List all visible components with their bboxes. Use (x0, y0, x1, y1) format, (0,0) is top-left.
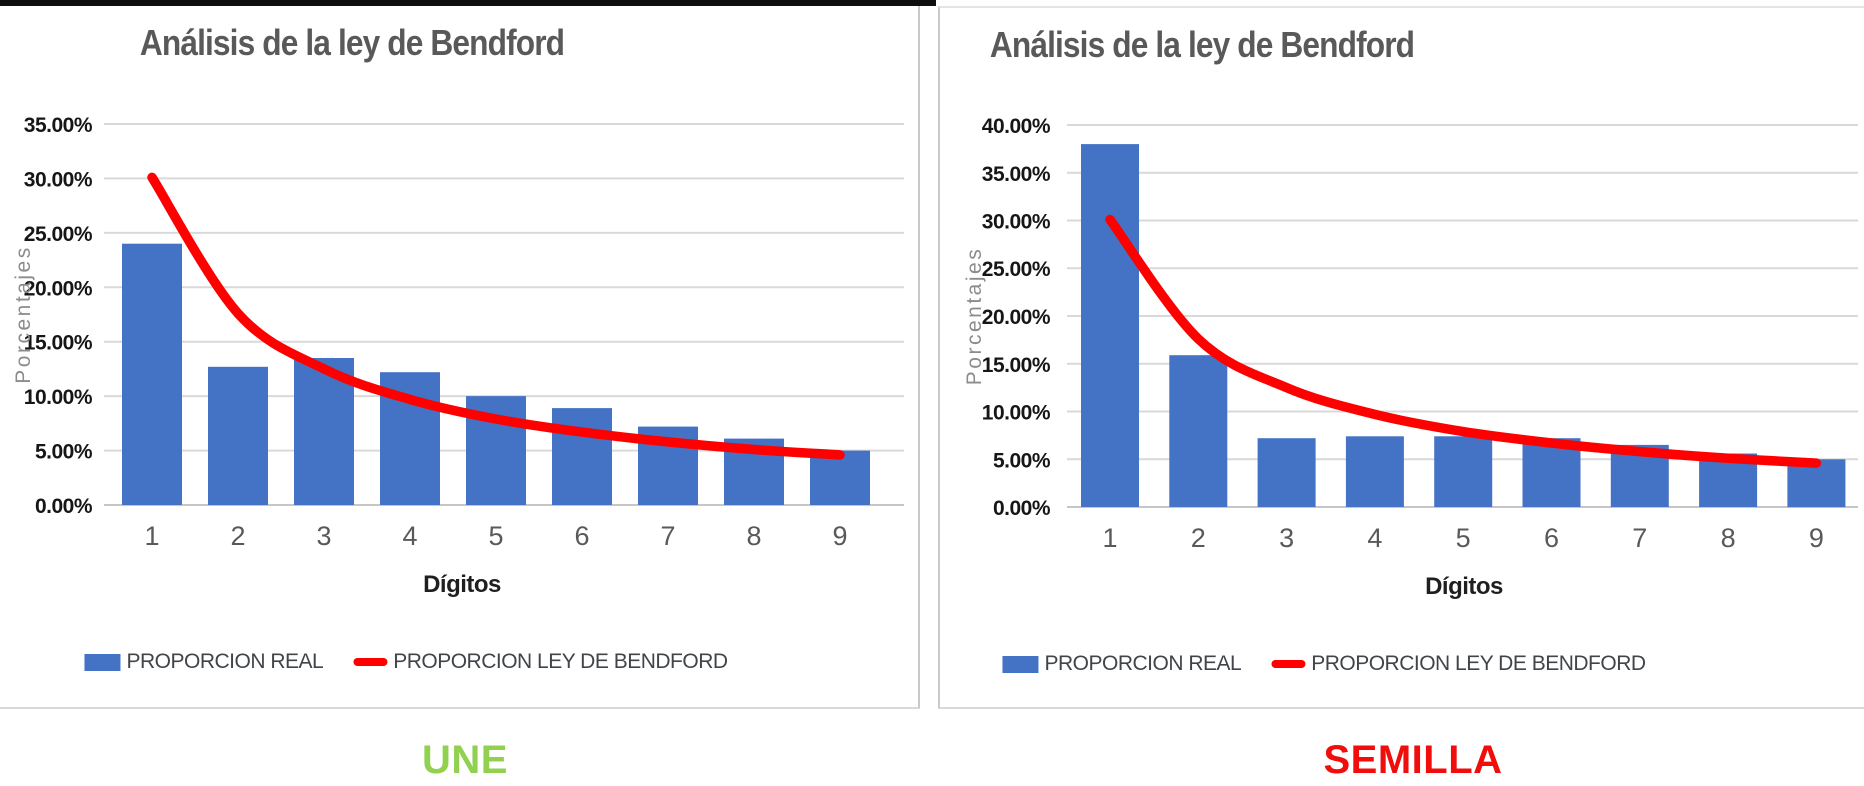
x-tick-label: 7 (1632, 523, 1647, 553)
legend-label: PROPORCION REAL (126, 650, 324, 673)
x-tick-label: 8 (746, 521, 761, 551)
chart-title: Análisis de la ley de Bendford (139, 22, 565, 63)
legend-item-proporcion-real: PROPORCION REAL (84, 650, 324, 674)
caption-semilla: SEMILLA (1323, 738, 1503, 782)
benford-chart-semilla: 0.00% 5.00% 10.00% 15.00% 20.00% 25.00% 30.00%… (963, 115, 1858, 600)
x-tick-label: 9 (1809, 523, 1824, 553)
legend: PROPORCION REAL PROPORCION LEY DE BENDFO… (84, 650, 728, 674)
x-tick-label: 4 (1367, 523, 1382, 553)
y-tick-label: 10.00% (982, 402, 1051, 425)
y-tick-label: 15.00% (982, 354, 1051, 377)
y-tick-label: 25.00% (982, 258, 1051, 281)
y-tick-label: 15.00% (24, 332, 93, 355)
bar-proporcion-real (122, 243, 182, 505)
legend: PROPORCION REAL PROPORCION LEY DE BENDFO… (1002, 652, 1646, 676)
legend-label: PROPORCION LEY DE BENDFORD (1311, 652, 1646, 675)
bar-proporcion-real (1434, 436, 1493, 507)
legend-label: PROPORCION LEY DE BENDFORD (393, 650, 728, 673)
bar-proporcion-real (810, 450, 870, 505)
x-tick-label: 4 (402, 521, 417, 551)
y-tick-label: 20.00% (982, 306, 1051, 329)
benford-chart-une: 0.00% 5.00% 10.00% 15.00% 20.00% 25.00% 30.00%… (12, 114, 904, 598)
y-tick-label: 40.00% (982, 115, 1051, 138)
x-tick-label: 3 (316, 521, 331, 551)
x-axis-title: Dígitos (1425, 573, 1503, 600)
line-swatch-icon (353, 658, 388, 666)
y-tick-label: 20.00% (24, 277, 93, 300)
bar-proporcion-real (1345, 436, 1404, 507)
y-tick-label: 30.00% (24, 168, 93, 191)
legend-item-ley-de-bendford: PROPORCION LEY DE BENDFORD (353, 650, 728, 674)
y-tick-label: 0.00% (993, 497, 1051, 520)
x-tick-label: 5 (1456, 523, 1471, 553)
y-tick-label: 35.00% (24, 114, 93, 137)
x-tick-label: 5 (488, 521, 503, 551)
x-tick-label: 9 (832, 521, 847, 551)
y-tick-label: 0.00% (35, 495, 93, 518)
x-tick-label: 2 (230, 521, 245, 551)
x-axis-title: Dígitos (423, 571, 501, 598)
x-tick-label: 2 (1191, 523, 1206, 553)
x-tick-label: 1 (144, 521, 159, 551)
x-tick-label: 3 (1279, 523, 1294, 553)
y-tick-label: 5.00% (35, 441, 93, 464)
x-tick-label: 8 (1721, 523, 1736, 553)
line-swatch-icon (1271, 660, 1306, 668)
bar-proporcion-real (1081, 144, 1139, 507)
x-tick-label: 7 (660, 521, 675, 551)
x-tick-label: 6 (574, 521, 589, 551)
top-strip (0, 0, 936, 6)
y-axis-title: Porcentajes (963, 247, 986, 385)
bar-swatch-icon (84, 653, 121, 671)
y-tick-label: 35.00% (982, 163, 1051, 186)
y-tick-label: 30.00% (982, 211, 1051, 234)
chart-panel-semilla: Análisis de la ley de Bendford 0.00% 5.00… (938, 6, 1864, 709)
bar-proporcion-real (552, 408, 612, 505)
x-tick-label: 1 (1102, 523, 1117, 553)
y-axis-title: Porcentajes (12, 245, 35, 383)
legend-item-ley-de-bendford: PROPORCION LEY DE BENDFORD (1271, 652, 1646, 676)
chart-title: Análisis de la ley de Bendford (989, 24, 1415, 65)
legend-label: PROPORCION REAL (1044, 652, 1242, 675)
bar-proporcion-real (208, 366, 268, 505)
bar-swatch-icon (1002, 655, 1039, 673)
y-tick-label: 5.00% (993, 449, 1051, 472)
bar-proporcion-real (1169, 355, 1228, 507)
chart-panel-une: Análisis de la ley de Bendford 0.00% 5.00… (0, 6, 920, 709)
benford-line (147, 172, 845, 460)
benford-line (1105, 214, 1822, 468)
legend-item-proporcion-real: PROPORCION REAL (1002, 652, 1242, 676)
y-tick-label: 10.00% (24, 386, 93, 409)
bar-proporcion-real (1257, 438, 1316, 507)
caption-une: UNE (422, 738, 508, 782)
x-tick-label: 6 (1544, 523, 1559, 553)
y-tick-label: 25.00% (24, 223, 93, 246)
